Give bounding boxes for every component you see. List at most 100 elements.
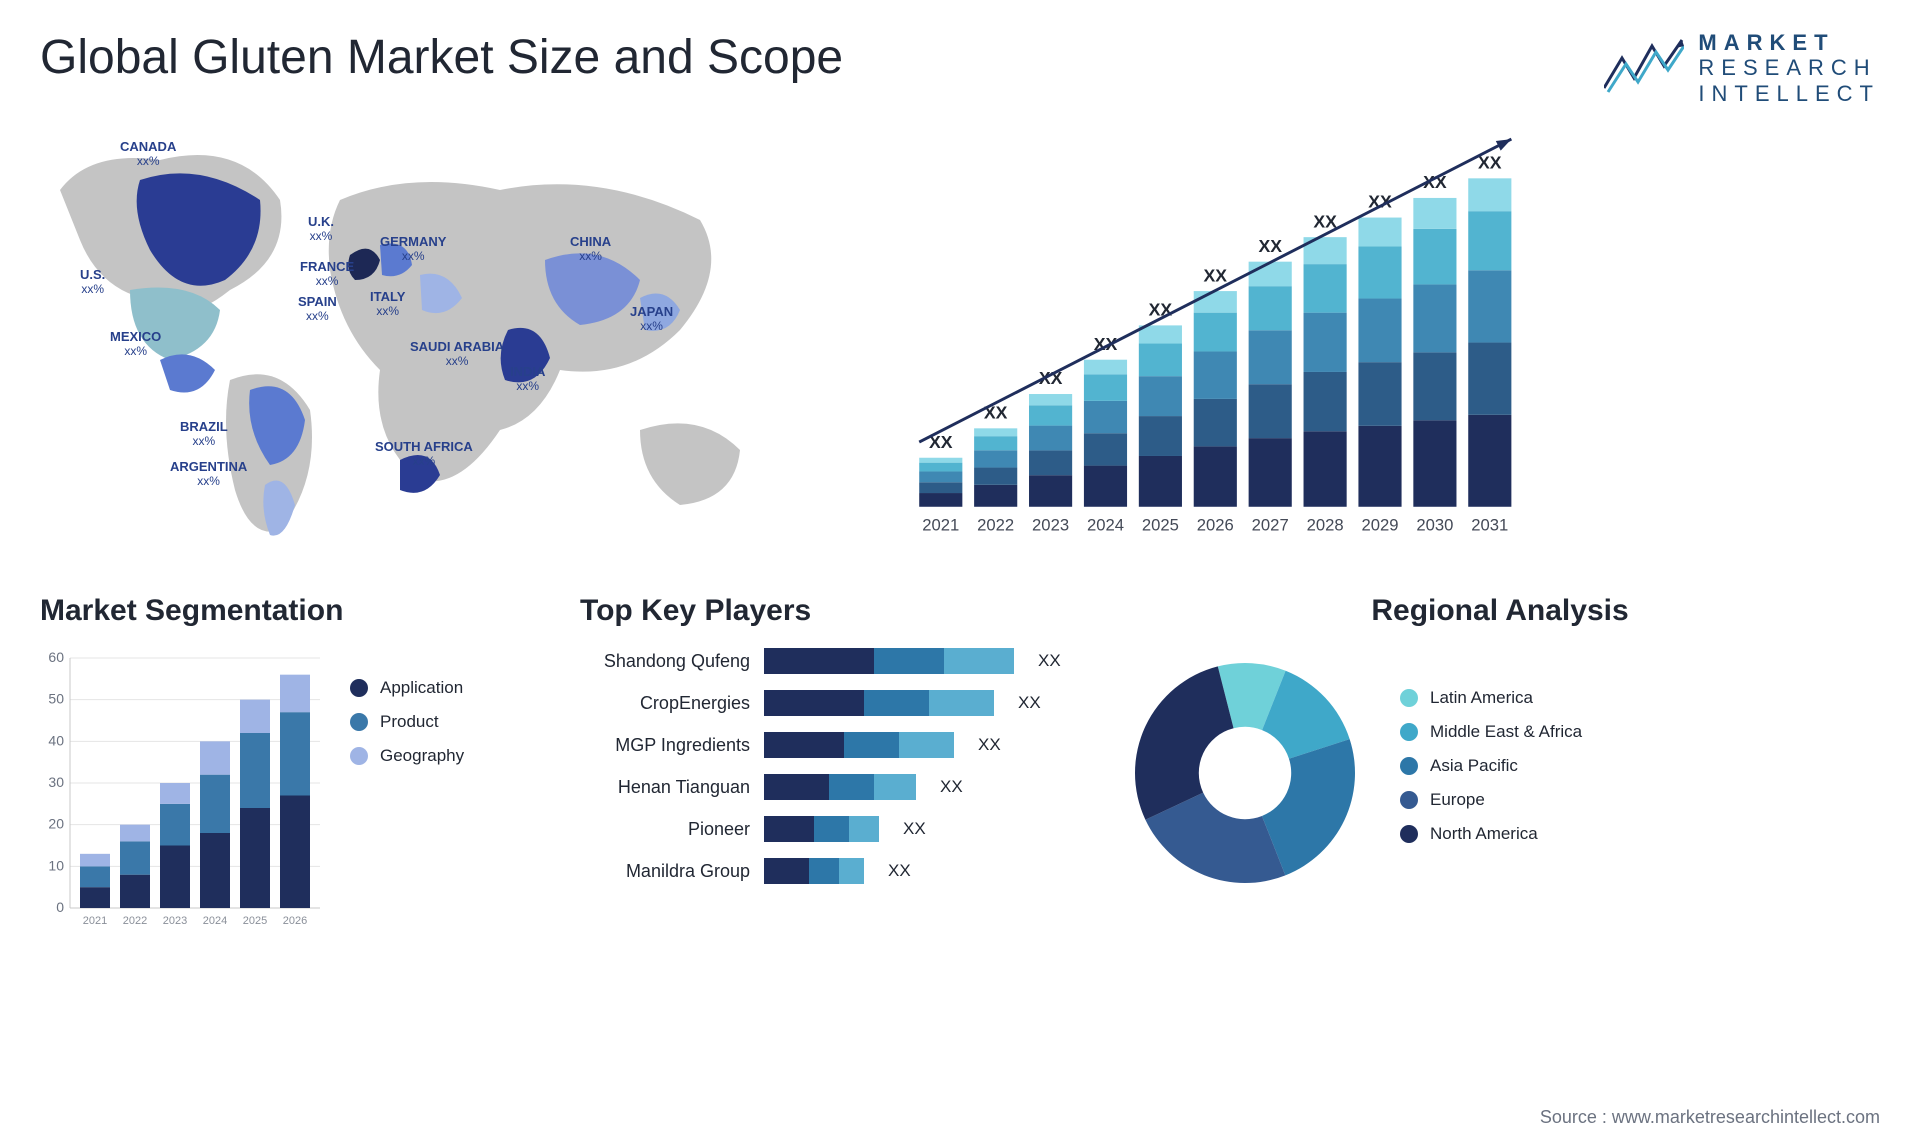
- svg-text:30: 30: [48, 774, 64, 790]
- player-row: CropEnergies XX: [580, 690, 1080, 716]
- growth-bar-seg: [1194, 446, 1237, 506]
- map-label-france: FRANCExx%: [300, 260, 354, 289]
- growth-year-label: 2029: [1361, 515, 1398, 534]
- seg-bar-seg: [80, 887, 110, 908]
- growth-bar-seg: [919, 463, 962, 472]
- regional-legend: Latin America Middle East & Africa Asia Pa…: [1400, 688, 1582, 858]
- growth-bar-seg: [1249, 330, 1292, 384]
- player-value: XX: [1038, 651, 1061, 671]
- legend-dot-icon: [350, 679, 368, 697]
- map-label-argentina: ARGENTINAxx%: [170, 460, 247, 489]
- regional-legend-item: Latin America: [1400, 688, 1582, 708]
- growth-bar-seg: [1413, 284, 1456, 352]
- seg-bar-seg: [240, 808, 270, 908]
- player-bar-seg: [839, 858, 864, 884]
- growth-bar-label: XX: [1204, 265, 1228, 285]
- growth-year-label: 2031: [1471, 515, 1508, 534]
- growth-bar-seg: [1084, 374, 1127, 400]
- logo-text-research: RESEARCH: [1698, 55, 1880, 80]
- growth-year-label: 2028: [1307, 515, 1344, 534]
- logo-text-market: MARKET: [1698, 30, 1834, 55]
- seg-bar-seg: [280, 712, 310, 795]
- growth-year-label: 2023: [1032, 515, 1069, 534]
- growth-bar-seg: [1029, 426, 1072, 451]
- legend-label: Middle East & Africa: [1430, 722, 1582, 742]
- player-name: Shandong Qufeng: [580, 651, 750, 672]
- seg-legend-item: Geography: [350, 746, 464, 766]
- world-map: CANADAxx%U.S.xx%MEXICOxx%BRAZILxx%ARGENT…: [40, 130, 800, 560]
- player-bar-seg: [764, 774, 829, 800]
- legend-label: Application: [380, 678, 463, 698]
- map-label-china: CHINAxx%: [570, 235, 611, 264]
- growth-bar-seg: [974, 436, 1017, 450]
- logo-text-intellect: INTELLECT: [1698, 81, 1880, 106]
- legend-label: North America: [1430, 824, 1538, 844]
- growth-bar-seg: [1468, 415, 1511, 507]
- map-label-saudi-arabia: SAUDI ARABIAxx%: [410, 340, 504, 369]
- growth-bar-seg: [1249, 384, 1292, 438]
- svg-text:2021: 2021: [83, 915, 107, 927]
- seg-bar-seg: [160, 804, 190, 846]
- player-bar-seg: [849, 816, 879, 842]
- player-bar-seg: [874, 774, 916, 800]
- growth-bar-seg: [1029, 405, 1072, 425]
- brand-logo: MARKET RESEARCH INTELLECT: [1604, 30, 1880, 106]
- seg-bar-seg: [80, 854, 110, 867]
- players-title: Top Key Players: [580, 594, 1080, 628]
- map-label-mexico: MEXICOxx%: [110, 330, 161, 359]
- seg-bar-seg: [160, 846, 190, 909]
- player-bar-seg: [764, 816, 814, 842]
- growth-year-label: 2027: [1252, 515, 1289, 534]
- player-name: Pioneer: [580, 819, 750, 840]
- growth-bar-seg: [1194, 313, 1237, 352]
- growth-bar-seg: [1194, 351, 1237, 398]
- growth-bar-seg: [1304, 313, 1347, 372]
- seg-bar-seg: [80, 866, 110, 887]
- seg-bar-seg: [280, 675, 310, 713]
- growth-bar-seg: [1304, 431, 1347, 506]
- seg-legend-item: Product: [350, 712, 464, 732]
- segmentation-panel: Market Segmentation 01020304050602021202…: [40, 594, 540, 938]
- svg-text:2026: 2026: [283, 915, 307, 927]
- map-label-germany: GERMANYxx%: [380, 235, 446, 264]
- growth-bar-seg: [1139, 456, 1182, 507]
- seg-bar-seg: [280, 796, 310, 909]
- growth-bar-seg: [1358, 426, 1401, 507]
- player-bar-seg: [844, 732, 899, 758]
- growth-bar-label: XX: [1258, 236, 1282, 256]
- segmentation-chart: 0102030405060202120222023202420252026: [40, 648, 320, 938]
- growth-bar-seg: [974, 485, 1017, 507]
- player-value: XX: [888, 861, 911, 881]
- growth-bar-seg: [1029, 394, 1072, 405]
- regional-panel: Regional Analysis Latin AmericaMiddle Ea…: [1120, 594, 1880, 938]
- seg-bar-seg: [240, 700, 270, 733]
- logo-mark-icon: [1604, 38, 1684, 98]
- legend-dot-icon: [350, 747, 368, 765]
- player-bar-seg: [864, 690, 929, 716]
- player-bar-seg: [899, 732, 954, 758]
- map-label-u-s-: U.S.xx%: [80, 268, 105, 297]
- player-value: XX: [1018, 693, 1041, 713]
- growth-bar-label: XX: [1313, 211, 1337, 231]
- growth-bar-seg: [1358, 299, 1401, 363]
- growth-bar-seg: [919, 458, 962, 463]
- growth-bar-seg: [1249, 438, 1292, 507]
- growth-bar-seg: [1304, 372, 1347, 431]
- player-name: CropEnergies: [580, 693, 750, 714]
- player-bar: [764, 732, 954, 758]
- player-bar-seg: [809, 858, 839, 884]
- legend-dot-icon: [1400, 791, 1418, 809]
- growth-bar-seg: [1194, 399, 1237, 446]
- player-row: Shandong Qufeng XX: [580, 648, 1080, 674]
- player-name: Henan Tianguan: [580, 777, 750, 798]
- regional-legend-item: Asia Pacific: [1400, 756, 1582, 776]
- growth-year-label: 2025: [1142, 515, 1179, 534]
- player-name: MGP Ingredients: [580, 735, 750, 756]
- seg-bar-seg: [160, 783, 190, 804]
- growth-bar-seg: [974, 450, 1017, 467]
- player-bar-seg: [944, 648, 1014, 674]
- growth-bar-seg: [1468, 270, 1511, 342]
- map-label-india: INDIAxx%: [510, 365, 545, 394]
- growth-bar-seg: [1084, 466, 1127, 507]
- svg-text:60: 60: [48, 649, 64, 665]
